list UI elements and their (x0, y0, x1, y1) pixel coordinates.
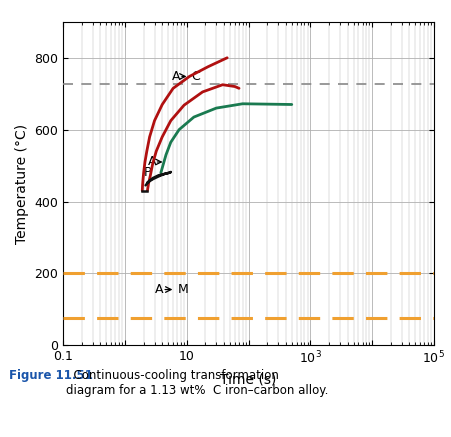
Text: Continuous-cooling transformation
diagram for a 1.13 wt%  C iron–carbon alloy.: Continuous-cooling transformation diagra… (65, 369, 327, 397)
Text: A: A (147, 155, 156, 168)
Text: Figure 11.51: Figure 11.51 (9, 369, 93, 382)
X-axis label: Time (s): Time (s) (220, 372, 276, 386)
Text: M: M (178, 283, 189, 296)
Text: C: C (191, 70, 200, 83)
Text: A: A (154, 283, 162, 296)
Y-axis label: Temperature (°C): Temperature (°C) (15, 124, 29, 243)
Text: A: A (172, 70, 180, 83)
Text: P: P (143, 166, 151, 179)
